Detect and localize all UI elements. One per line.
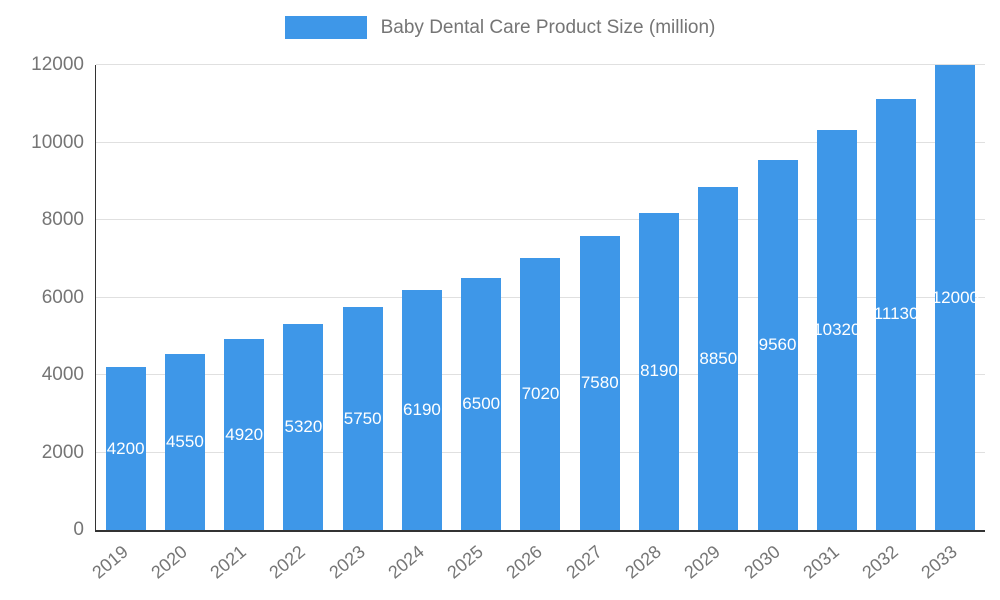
bar-slot: 7580: [570, 65, 629, 530]
bar-value-label: 4920: [225, 424, 264, 444]
legend-label: Baby Dental Care Product Size (million): [380, 16, 716, 38]
bar[interactable]: 12000: [932, 65, 979, 530]
bar[interactable]: 6500: [461, 278, 502, 530]
bar[interactable]: 9560: [757, 159, 798, 530]
bar-slot: 8850: [689, 65, 748, 530]
bar-slot: 4920: [215, 65, 274, 530]
gridline: [96, 64, 985, 65]
bar-value-label: 8190: [640, 361, 678, 381]
bar-slot: 11130: [866, 65, 925, 530]
bar-slot: 5750: [333, 65, 392, 530]
gridline: [96, 219, 985, 221]
bar[interactable]: 4200: [105, 367, 146, 530]
bar-slot: 5320: [274, 65, 333, 530]
x-axis-label: 2033: [917, 541, 962, 583]
bar-value-label: 4550: [165, 431, 204, 451]
x-axis-labels: 2019 2020 2021 2022 2023 2024 2025 2026 2027 2028…: [88, 534, 984, 600]
bar-value-label: 6500: [462, 394, 501, 414]
bar-slot: 12000: [926, 65, 985, 530]
y-axis-label: 6000: [41, 286, 84, 308]
bar[interactable]: 4920: [224, 339, 265, 530]
legend-color-swatch: [284, 16, 367, 39]
y-axis-labels: 0 2000 4000 6000 8000 10000 12000: [0, 54, 84, 540]
bar[interactable]: 8850: [698, 187, 739, 530]
y-axis-label: 2000: [41, 441, 84, 463]
bar[interactable]: 8190: [639, 212, 680, 530]
bar-slot: 6190: [392, 65, 451, 530]
bar-value-label: 4200: [106, 438, 145, 458]
bar-slot: 8190: [629, 65, 688, 530]
bar[interactable]: 7020: [520, 257, 561, 530]
gridline: [96, 141, 985, 143]
bar-value-label: 8850: [699, 348, 738, 368]
bar-value-label: 9560: [758, 334, 797, 354]
bar[interactable]: 4550: [164, 353, 205, 530]
bar[interactable]: 7580: [579, 236, 620, 530]
bar-value-label: 10320: [813, 320, 861, 340]
bar[interactable]: 11130: [873, 98, 919, 530]
bar-slot: 6500: [452, 65, 511, 530]
bar-value-label: 5750: [343, 408, 382, 428]
bar-slot: 4200: [96, 65, 155, 530]
y-axis-label: 8000: [41, 209, 84, 231]
bar-slot: 7020: [511, 65, 570, 530]
y-axis-label: 4000: [41, 364, 84, 386]
bar-value-label: 12000: [931, 287, 979, 307]
bars-container: 4200 4550 4920 5320 5750 6190 6500 7020 7580 8190…: [96, 65, 985, 530]
y-axis-label: 0: [73, 519, 84, 540]
bar-slot: 10320: [807, 65, 866, 530]
bar[interactable]: 10320: [813, 130, 860, 530]
bar-value-label: 5320: [284, 416, 323, 436]
plot-area: 4200 4550 4920 5320 5750 6190 6500 7020 7580 8190…: [95, 64, 985, 532]
y-axis-label: 10000: [31, 131, 84, 153]
bar-value-label: 7580: [580, 373, 619, 393]
bar[interactable]: 5750: [342, 307, 383, 530]
chart-legend: Baby Dental Care Product Size (million): [0, 16, 1000, 39]
bar-value-label: 7020: [521, 383, 560, 403]
bar-slot: 4550: [155, 65, 214, 530]
bar[interactable]: 5320: [283, 323, 324, 530]
y-axis-label: 12000: [31, 54, 84, 75]
bar-value-label: 11130: [873, 304, 919, 324]
bar-slot: 9560: [748, 65, 807, 530]
bar-value-label: 6190: [403, 400, 441, 420]
bar[interactable]: 6190: [401, 290, 442, 530]
